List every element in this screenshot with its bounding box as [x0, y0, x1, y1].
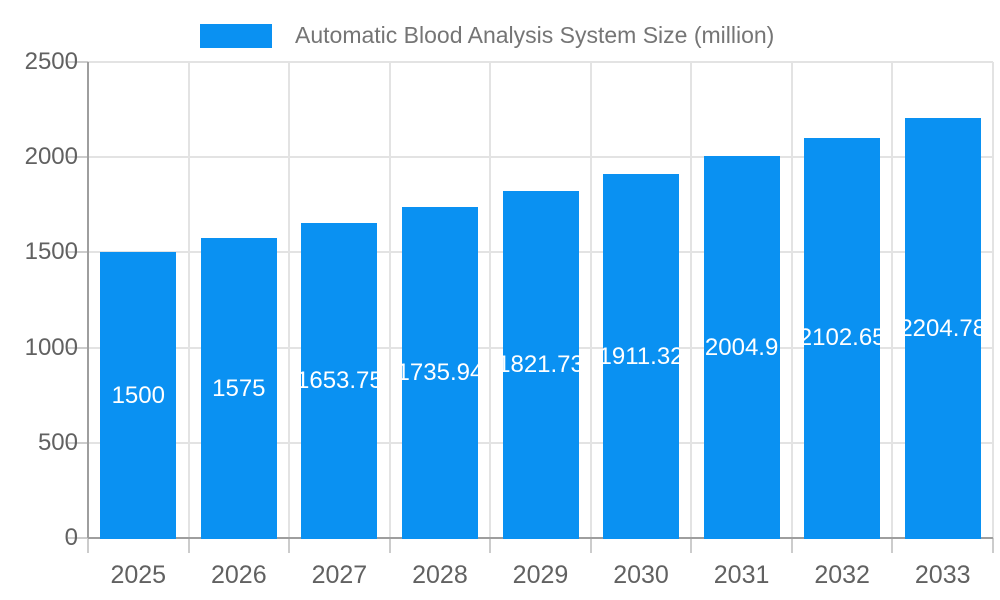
- bar-value-label: 2102.65: [804, 324, 881, 352]
- y-gridline: [88, 156, 993, 159]
- x-gridline: [288, 62, 291, 538]
- y-axis-line: [87, 62, 89, 538]
- x-axis-tick: [891, 538, 894, 553]
- y-axis-tick: [68, 537, 88, 539]
- x-gridline: [589, 62, 592, 538]
- y-gridline: [88, 61, 993, 63]
- x-axis-tick: [489, 538, 492, 553]
- bar-2033[interactable]: 2204.78: [904, 118, 981, 539]
- x-axis-label: 2031: [713, 561, 770, 589]
- x-axis-label: 2033: [914, 561, 971, 589]
- bar-2032[interactable]: 2102.65: [804, 137, 881, 539]
- x-axis-label: 2032: [814, 561, 870, 589]
- legend-label: Automatic Blood Analysis System Size (mi…: [295, 22, 775, 48]
- x-gridline: [790, 62, 793, 538]
- y-axis-tick: [68, 156, 88, 159]
- bar-value-label: 1653.75: [301, 367, 378, 395]
- x-axis-tick: [992, 538, 994, 553]
- bar-2025[interactable]: 1500: [100, 252, 177, 539]
- y-axis-label: 0: [64, 524, 78, 551]
- bar-value-label: 1500: [111, 381, 165, 409]
- x-axis-tick: [87, 538, 89, 553]
- bar-2030[interactable]: 1911.32: [603, 174, 680, 539]
- bar-value-label: 1911.32: [603, 342, 680, 370]
- bar-2031[interactable]: 2004.9: [703, 156, 780, 539]
- x-gridline: [388, 62, 391, 538]
- x-axis-tick: [589, 538, 592, 553]
- bar-value-label: 1821.73: [502, 351, 579, 379]
- y-axis-tick: [68, 61, 88, 63]
- y-axis-label: 2000: [24, 143, 78, 171]
- bar-value-label: 2204.78: [904, 314, 981, 342]
- y-axis-label: 2500: [24, 48, 78, 75]
- bar-2028[interactable]: 1735.94: [401, 207, 478, 539]
- x-axis-label: 2027: [311, 561, 368, 589]
- bar-2027[interactable]: 1653.75: [301, 223, 378, 539]
- x-gridline: [690, 62, 693, 538]
- x-axis-label: 2026: [211, 561, 267, 589]
- bar-value-label: 2004.9: [704, 333, 779, 361]
- y-axis-label: 1500: [24, 238, 78, 266]
- x-axis-tick: [288, 538, 291, 553]
- x-axis-tick: [388, 538, 391, 553]
- x-gridline: [187, 62, 190, 538]
- x-axis-tick: [187, 538, 190, 553]
- x-axis-label: 2028: [412, 561, 468, 589]
- x-gridline: [992, 62, 994, 538]
- y-axis-tick: [68, 346, 88, 349]
- x-axis-label: 2029: [512, 561, 569, 589]
- bar-2026[interactable]: 1575: [200, 238, 277, 539]
- y-axis-tick: [68, 441, 88, 444]
- x-gridline: [891, 62, 894, 538]
- x-axis-label: 2030: [613, 561, 669, 589]
- legend-swatch: [200, 23, 272, 48]
- y-axis-tick: [68, 251, 88, 254]
- y-axis-label: 500: [37, 428, 78, 456]
- legend-item[interactable]: Automatic Blood Analysis System Size (mi…: [200, 22, 774, 49]
- x-axis-label: 2025: [110, 561, 167, 589]
- y-axis-label: 1000: [24, 333, 78, 361]
- x-axis-tick: [690, 538, 693, 553]
- x-gridline: [489, 62, 492, 538]
- bar-value-label: 1735.94: [401, 359, 478, 387]
- x-axis-tick: [790, 538, 793, 553]
- bar-2029[interactable]: 1821.73: [502, 191, 579, 539]
- bar-value-label: 1575: [212, 374, 266, 402]
